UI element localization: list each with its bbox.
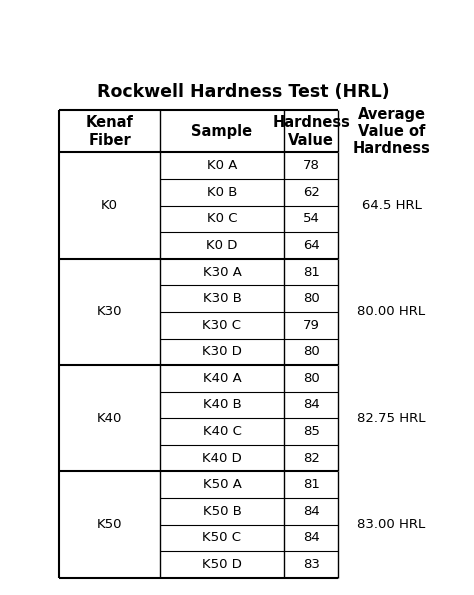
Text: 82: 82 (302, 452, 319, 465)
Text: 82.75 HRL: 82.75 HRL (357, 412, 426, 425)
Text: 84: 84 (303, 531, 319, 544)
Text: 80.00 HRL: 80.00 HRL (357, 305, 426, 318)
Text: 81: 81 (302, 265, 319, 278)
Text: K0 B: K0 B (207, 186, 237, 199)
Text: K30 A: K30 A (202, 265, 241, 278)
Text: Kenaf
Fiber: Kenaf Fiber (86, 115, 134, 148)
Text: 84: 84 (303, 399, 319, 411)
Text: 81: 81 (302, 478, 319, 491)
Text: K30 C: K30 C (202, 319, 241, 332)
Text: K50 D: K50 D (202, 558, 242, 571)
Text: K40 C: K40 C (202, 425, 241, 438)
Text: K50 A: K50 A (202, 478, 241, 491)
Text: 83: 83 (302, 558, 319, 571)
Text: 54: 54 (302, 212, 319, 226)
Text: K40 D: K40 D (202, 452, 242, 465)
Text: 80: 80 (303, 345, 319, 358)
Text: Sample: Sample (191, 124, 253, 139)
Text: K0: K0 (101, 199, 118, 212)
Text: 85: 85 (302, 425, 319, 438)
Text: K50 B: K50 B (202, 505, 241, 518)
Text: K40 B: K40 B (202, 399, 241, 411)
Text: 80: 80 (303, 292, 319, 305)
Text: K30 D: K30 D (202, 345, 242, 358)
Text: Hardness
Value: Hardness Value (272, 115, 350, 148)
Text: 64.5 HRL: 64.5 HRL (362, 199, 421, 212)
Text: K50: K50 (97, 518, 122, 531)
Text: 64: 64 (303, 239, 319, 252)
Text: 62: 62 (302, 186, 319, 199)
Text: 80: 80 (303, 372, 319, 385)
Text: K40: K40 (97, 412, 122, 425)
Text: K0 D: K0 D (206, 239, 237, 252)
Text: 83.00 HRL: 83.00 HRL (357, 518, 426, 531)
Text: Average
Value of
Hardness: Average Value of Hardness (353, 107, 430, 156)
Text: 78: 78 (302, 159, 319, 173)
Text: K0 A: K0 A (207, 159, 237, 173)
Text: 79: 79 (302, 319, 319, 332)
Text: K50 C: K50 C (202, 531, 241, 544)
Text: 84: 84 (303, 505, 319, 518)
Text: K30: K30 (97, 305, 122, 318)
Text: K30 B: K30 B (202, 292, 241, 305)
Text: K0 C: K0 C (207, 212, 237, 226)
Text: Rockwell Hardness Test (HRL): Rockwell Hardness Test (HRL) (97, 83, 389, 101)
Text: K40 A: K40 A (202, 372, 241, 385)
